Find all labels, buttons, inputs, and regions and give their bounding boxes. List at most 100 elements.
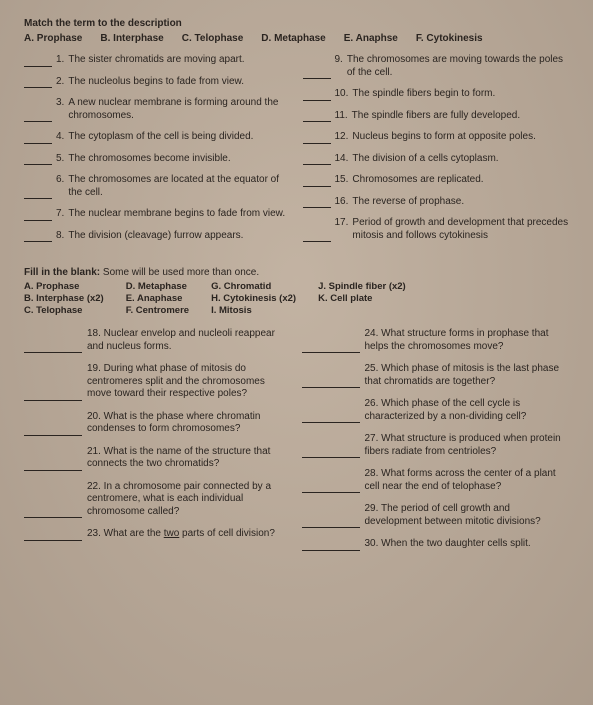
fill-opt: C. Telophase [24,305,104,316]
answer-blank[interactable] [302,328,360,353]
answer-blank[interactable] [303,54,331,79]
item-num: 24. [365,328,379,339]
answer-blank[interactable] [303,110,331,123]
item-text: The cytoplasm of the cell is being divid… [68,131,290,144]
fill-item: 23. What are the two parts of cell divis… [24,528,292,541]
match-item: 10.The spindle fibers begin to form. [303,88,570,101]
item-num: 20. [87,411,101,422]
answer-blank[interactable] [302,538,360,551]
item-num: 16. [335,196,349,209]
item-num: 14. [335,153,349,166]
answer-blank[interactable] [303,174,331,187]
item-num: 12. [335,131,349,144]
item-text: 27. What structure is produced when prot… [363,433,570,458]
answer-blank[interactable] [24,174,52,199]
opt-f: F. Cytokinesis [416,33,483,44]
item-num: 30. [365,538,379,549]
item-num: 5. [56,153,64,166]
fill-title: Fill in the blank: Some will be used mor… [24,267,569,278]
item-text: 28. What forms across the center of a pl… [363,468,570,493]
match-item: 11.The spindle fibers are fully develope… [303,110,570,123]
item-text: 25. Which phase of mitosis is the last p… [363,363,570,388]
item-text: 23. What are the two parts of cell divis… [85,528,292,541]
answer-blank[interactable] [24,131,52,144]
answer-blank[interactable] [303,153,331,166]
opt-e: E. Anaphse [344,33,398,44]
fill-item: 26. Which phase of the cell cycle is cha… [302,398,570,423]
item-text: 26. Which phase of the cell cycle is cha… [363,398,570,423]
answer-blank[interactable] [24,97,52,122]
fill-item: 18. Nuclear envelop and nucleoli reappea… [24,328,292,353]
item-text: The chromosomes become invisible. [68,153,290,166]
answer-blank[interactable] [302,433,360,458]
answer-blank[interactable] [302,503,360,528]
fill-opt: K. Cell plate [318,293,406,304]
item-num: 21. [87,446,101,457]
item-num: 17. [335,217,349,242]
answer-blank[interactable] [24,411,82,436]
item-text: 29. The period of cell growth and develo… [363,503,570,528]
match-item: 14.The division of a cells cytoplasm. [303,153,570,166]
item-text: The nuclear membrane begins to fade from… [68,208,290,221]
answer-blank[interactable] [24,328,82,353]
fill-item: 19. During what phase of mitosis do cent… [24,363,292,401]
item-text: The spindle fibers are fully developed. [352,110,569,123]
item-text: The reverse of prophase. [352,196,569,209]
match-item: 15.Chromosomes are replicated. [303,174,570,187]
opt-b: B. Interphase [100,33,163,44]
fill-item: 30. When the two daughter cells split. [302,538,570,551]
item-num: 2. [56,76,64,89]
answer-blank[interactable] [24,446,82,471]
item-num: 19. [87,363,101,374]
match-item: 1.The sister chromatids are moving apart… [24,54,291,67]
fill-opt: F. Centromere [126,305,189,316]
match-item: 8.The division (cleavage) furrow appears… [24,230,291,243]
item-text: The chromosomes are located at the equat… [68,174,290,199]
answer-blank[interactable] [24,481,82,519]
match-item: 12.Nucleus begins to form at opposite po… [303,131,570,144]
answer-blank[interactable] [302,398,360,423]
item-text: The division of a cells cytoplasm. [352,153,569,166]
answer-blank[interactable] [24,153,52,166]
answer-blank[interactable] [24,363,82,401]
fill-opt: B. Interphase (x2) [24,293,104,304]
item-num: 6. [56,174,64,199]
answer-blank[interactable] [303,131,331,144]
fill-item: 20. What is the phase where chromatin co… [24,411,292,436]
match-item: 9.The chromosomes are moving towards the… [303,54,570,79]
match-item: 16.The reverse of prophase. [303,196,570,209]
answer-blank[interactable] [24,54,52,67]
answer-blank[interactable] [24,230,52,243]
item-text: 24. What structure forms in prophase tha… [363,328,570,353]
item-text: A new nuclear membrane is forming around… [68,97,290,122]
item-num: 26. [365,398,379,409]
fill-opt: I. Mitosis [211,305,296,316]
answer-blank[interactable] [24,76,52,89]
fill-opt: D. Metaphase [126,281,189,292]
answer-blank[interactable] [302,363,360,388]
match-item: 3.A new nuclear membrane is forming arou… [24,97,291,122]
fill-opt: G. Chromatid [211,281,296,292]
match-item: 5. The chromosomes become invisible. [24,153,291,166]
answer-blank[interactable] [303,217,331,242]
match-item: 4.The cytoplasm of the cell is being div… [24,131,291,144]
match-item: 7. The nuclear membrane begins to fade fr… [24,208,291,221]
item-text: Chromosomes are replicated. [352,174,569,187]
answer-blank[interactable] [303,88,331,101]
answer-blank[interactable] [303,196,331,209]
item-text: The division (cleavage) furrow appears. [68,230,290,243]
answer-blank[interactable] [24,208,52,221]
item-text: 18. Nuclear envelop and nucleoli reappea… [85,328,292,353]
match-item: 2.The nucleolus begins to fade from view… [24,76,291,89]
match-item: 6.The chromosomes are located at the equ… [24,174,291,199]
item-text: Nucleus begins to form at opposite poles… [352,131,569,144]
item-num: 7. [56,208,64,221]
item-text: 20. What is the phase where chromatin co… [85,411,292,436]
fill-item: 22. In a chromosome pair connected by a … [24,481,292,519]
item-text: 22. In a chromosome pair connected by a … [85,481,292,519]
item-num: 9. [335,54,343,79]
answer-blank[interactable] [24,528,82,541]
item-text: The spindle fibers begin to form. [352,88,569,101]
answer-blank[interactable] [302,468,360,493]
opt-d: D. Metaphase [261,33,325,44]
